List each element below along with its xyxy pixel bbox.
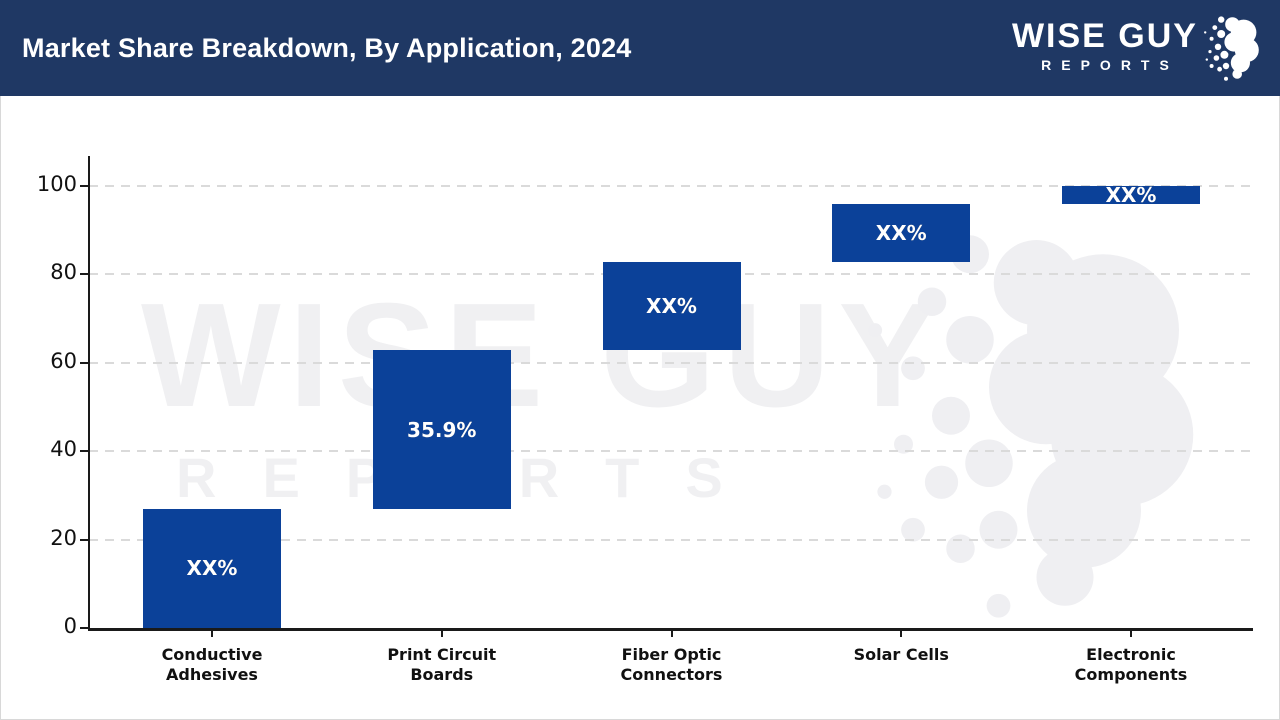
y-tick-label: 80 — [50, 260, 77, 284]
x-category-label-line: Print Circuit — [387, 645, 497, 664]
x-category-label-line: Components — [1074, 665, 1188, 684]
x-category-label-line: Boards — [410, 665, 474, 684]
x-category-label: Electronic Components — [1015, 645, 1247, 685]
x-category-label: Conductive Adhesives — [96, 645, 328, 685]
bar-5: XX% XX% — [1062, 182, 1200, 207]
gridline-20 — [89, 538, 1253, 541]
x-tick-mark — [900, 631, 903, 637]
bar-value-label-outer: 35.9% — [407, 417, 477, 442]
watermark-text-line1: WISE GUY — [141, 273, 946, 438]
brand-wordmark: WISE GUY REPORTS — [1012, 18, 1198, 74]
brand-subtitle: REPORTS — [1041, 57, 1179, 73]
page-title: Market Share Breakdown, By Application, … — [22, 32, 632, 63]
x-tick-mark — [670, 631, 673, 637]
bar-2: 35.9% 35.9% — [372, 350, 511, 509]
wise-guy-head-icon — [1202, 10, 1266, 82]
x-category-label-line: Conductive — [161, 645, 263, 664]
bar-value-label: XX% — [646, 293, 697, 318]
bar-value-label: XX% — [186, 556, 238, 581]
brand-name: WISE GUY — [1011, 17, 1198, 55]
x-category-label-line: Fiber Optic — [621, 645, 722, 664]
x-category-label-line: Connectors — [620, 665, 723, 684]
gridline-40 — [89, 450, 1253, 452]
brand-logo: WISE GUY REPORTS — [1012, 10, 1266, 82]
y-tick-mark — [80, 273, 89, 275]
y-axis-line — [88, 156, 90, 631]
bar-value-label: XX% — [1105, 185, 1157, 204]
bar-value-label-outer: XX% — [646, 293, 697, 318]
bar-value-label-outer: XX% — [186, 556, 238, 581]
y-tick-label: 60 — [50, 348, 77, 373]
y-tick-mark — [80, 361, 89, 364]
x-tick-mark — [211, 631, 213, 637]
bar-label-clip: XX% — [1062, 186, 1200, 204]
x-category-label-line: Solar Cells — [853, 645, 949, 664]
gridline-60 — [89, 361, 1253, 364]
bar-4: XX% XX% — [832, 203, 971, 262]
bar-label-clip: XX% — [832, 204, 970, 262]
x-axis-line — [88, 628, 1253, 631]
bar-value-label: XX% — [875, 220, 927, 245]
bar-value-label-outer: XX% — [875, 220, 927, 245]
y-tick-label: 40 — [50, 437, 77, 461]
bar-label-clip: XX% — [143, 509, 281, 628]
waterfall-chart: WISE GUY REPORTS 020406080100XX%XX%Condu… — [0, 96, 1280, 720]
bar-3: XX% XX% — [602, 261, 741, 351]
y-tick-mark — [80, 538, 89, 541]
y-tick-label: 0 — [63, 614, 77, 638]
x-category-label-line: Adhesives — [166, 665, 258, 684]
y-tick-mark — [80, 450, 89, 452]
bar-value-label: 35.9% — [407, 417, 477, 442]
bar-1: XX% XX% — [143, 508, 281, 628]
bar-value-label-outer: XX% — [1105, 182, 1157, 207]
y-tick-mark — [80, 627, 89, 629]
gridline-100 — [89, 184, 1253, 187]
x-category-label: Solar Cells — [785, 645, 1017, 665]
y-tick-mark — [80, 184, 89, 187]
report-header: Market Share Breakdown, By Application, … — [0, 0, 1280, 96]
bar-label-clip: XX% — [603, 262, 741, 351]
y-tick-label: 20 — [50, 525, 77, 550]
x-category-label: Print Circuit Boards — [326, 645, 558, 685]
y-tick-label: 100 — [36, 171, 77, 196]
x-tick-mark — [1130, 631, 1132, 637]
x-tick-mark — [440, 631, 443, 637]
x-category-label-line: Electronic — [1086, 645, 1176, 664]
x-category-label: Fiber Optic Connectors — [556, 645, 788, 685]
bar-label-clip: 35.9% — [373, 350, 511, 509]
